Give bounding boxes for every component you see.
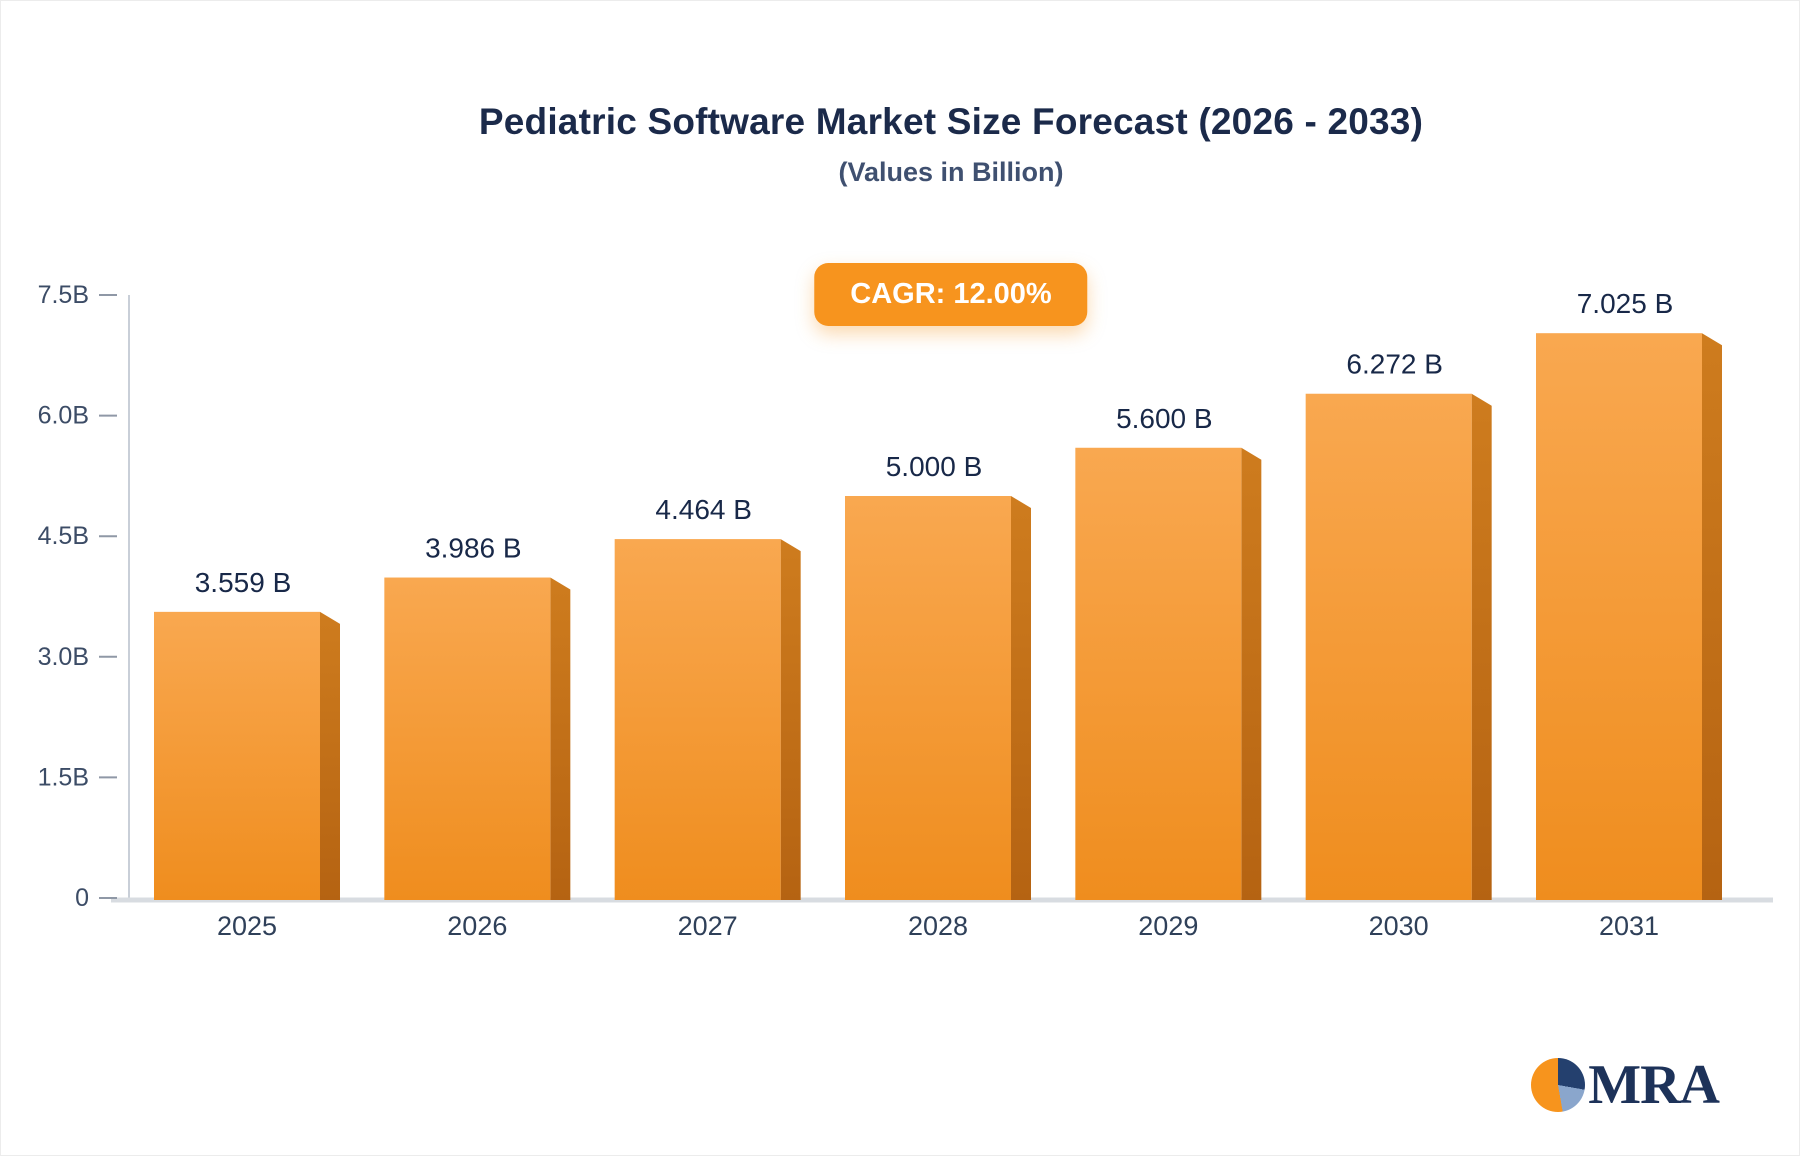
bar-group: 3.986 B 2026 (384, 533, 571, 941)
y-tick-label: 1.5B (38, 763, 89, 791)
bar-group: 7.025 B 2031 (1536, 288, 1722, 941)
cagr-badge: CAGR: 12.00% (814, 263, 1088, 326)
x-tick-label: 2027 (678, 911, 738, 941)
bar-group: 6.272 B 2030 (1305, 349, 1492, 941)
bar (1536, 333, 1702, 900)
chart-subtitle: (Values in Billion) (838, 157, 1064, 187)
x-tick-label: 2025 (217, 911, 277, 941)
bar-side-face (780, 539, 801, 900)
pie-chart-logo-icon (1531, 1058, 1586, 1112)
bar-group: 5.600 B 2029 (1075, 403, 1262, 941)
y-tick-label: 4.5B (38, 522, 89, 550)
y-tick-label: 7.5B (38, 281, 89, 309)
bar-side-face (1471, 393, 1492, 900)
bar-side-face (1241, 447, 1262, 900)
bar-value-label: 4.464 B (655, 494, 752, 525)
bar-value-label: 5.000 B (886, 451, 983, 482)
x-tick-label: 2031 (1599, 911, 1659, 941)
x-tick-label: 2028 (908, 911, 968, 941)
bar (1305, 393, 1472, 900)
brand-logo: MRA (1531, 1054, 1720, 1116)
y-tick-label: 3.0B (38, 643, 89, 671)
bar (845, 496, 1011, 900)
chart-title: Pediatric Software Market Size Forecast … (478, 101, 1424, 142)
bar-side-face (320, 611, 340, 900)
bar-value-label: 5.600 B (1116, 403, 1213, 434)
bar (384, 577, 551, 900)
bar-value-label: 3.986 B (425, 533, 522, 564)
y-tick-label: 0 (75, 884, 89, 912)
brand-logo-text: MRA (1588, 1054, 1720, 1116)
bar-value-label: 3.559 B (195, 567, 292, 598)
bar-side-face (1702, 333, 1722, 900)
bar-value-label: 6.272 B (1346, 349, 1443, 380)
bar-group: 4.464 B 2027 (614, 494, 801, 941)
bar-side-face (550, 577, 571, 900)
bar (614, 539, 781, 900)
bar-side-face (1011, 496, 1031, 900)
bar (1075, 447, 1242, 900)
x-tick-label: 2026 (447, 911, 507, 941)
bar-value-label: 7.025 B (1577, 288, 1674, 319)
chart-header: Pediatric Software Market Size Forecast … (129, 101, 1773, 188)
x-tick-label: 2030 (1369, 911, 1429, 941)
x-tick-label: 2029 (1138, 911, 1198, 941)
bar-group: 3.559 B 2025 (154, 567, 340, 941)
bar-group: 5.000 B 2028 (845, 451, 1031, 941)
bar (154, 611, 320, 900)
y-tick-label: 6.0B (38, 402, 89, 430)
